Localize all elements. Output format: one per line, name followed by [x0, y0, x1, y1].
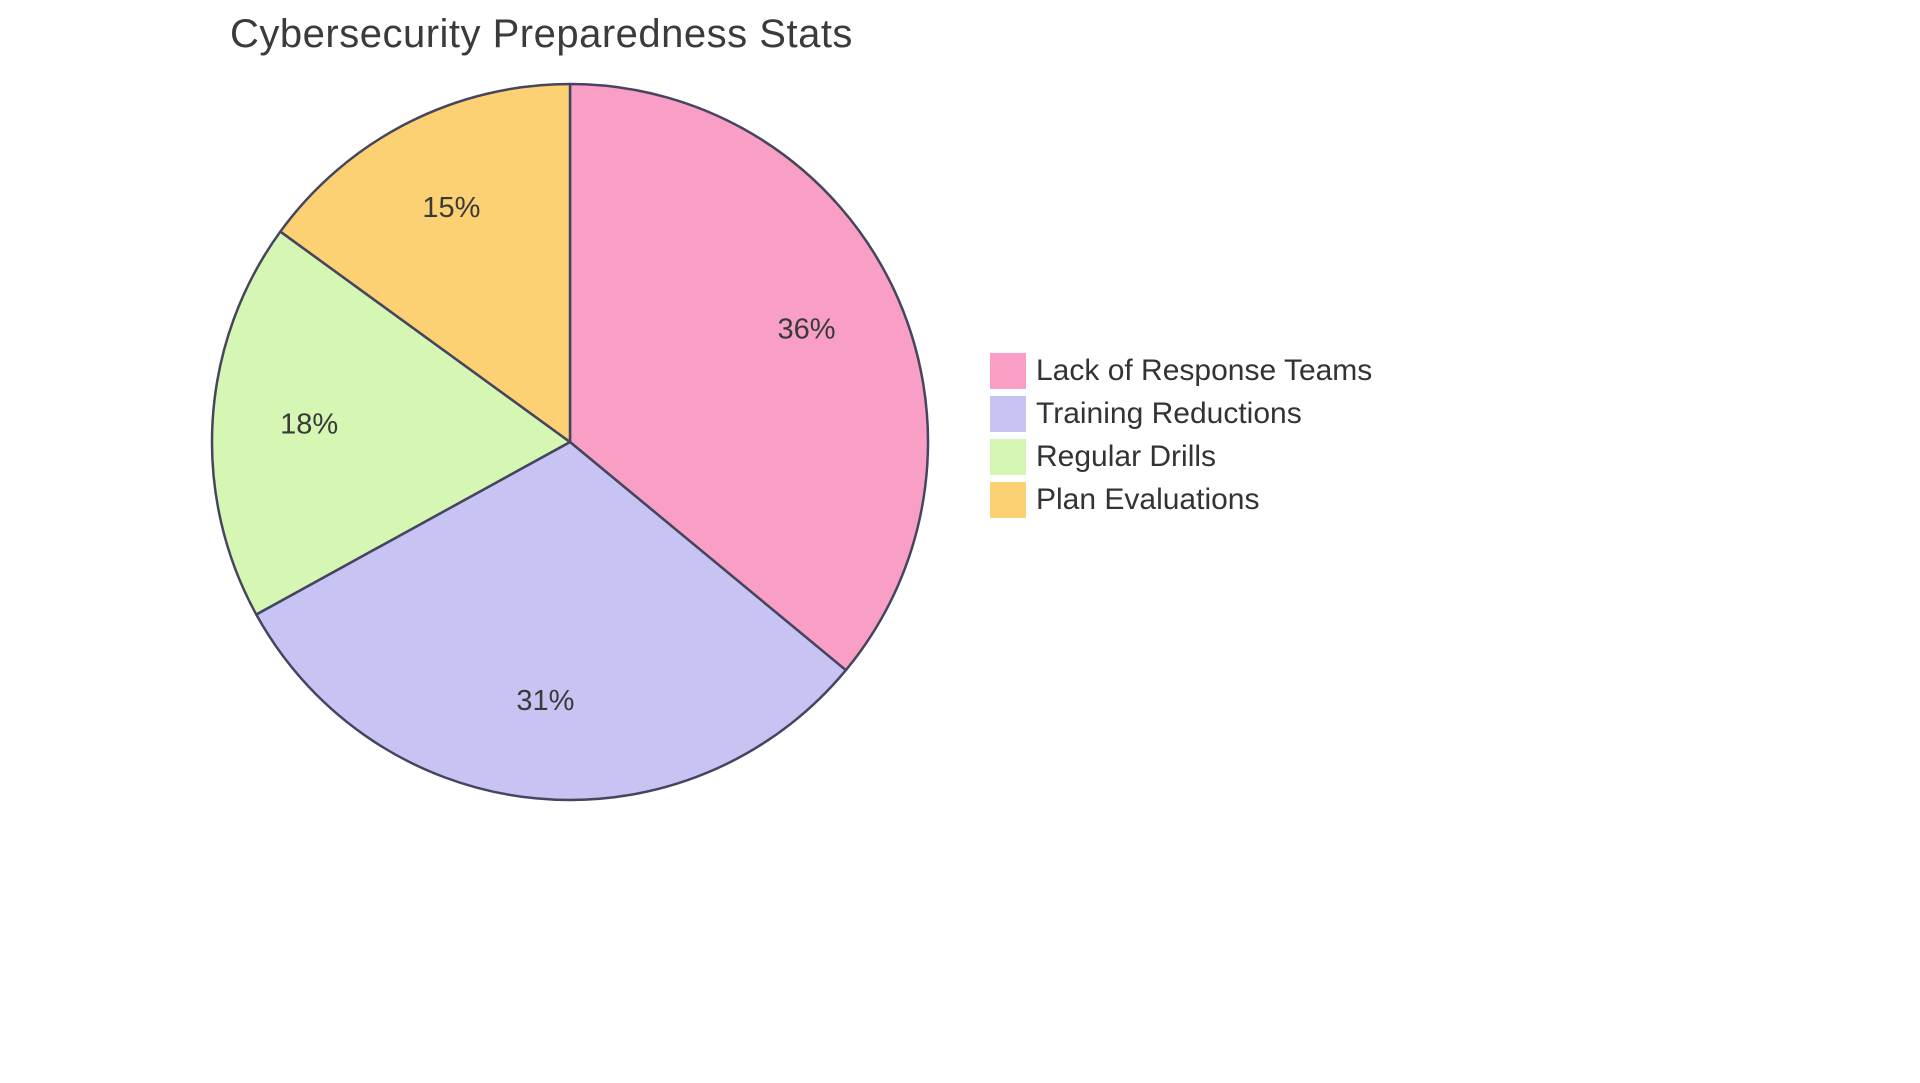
legend-swatch-training-reductions: [990, 396, 1026, 432]
legend-label: Regular Drills: [1036, 440, 1217, 473]
legend-swatch-lack-of-response-teams: [990, 353, 1026, 389]
legend-item: Regular Drills: [990, 439, 1372, 475]
slice-label: 36%: [777, 313, 835, 345]
legend-swatch-regular-drills: [990, 439, 1026, 475]
legend: Lack of Response Teams Training Reductio…: [990, 353, 1372, 518]
slice-label: 15%: [422, 192, 480, 224]
pie-slice-lack-of-response-teams: [568, 82, 930, 672]
legend-item: Training Reductions: [990, 396, 1372, 432]
legend-label: Plan Evaluations: [1036, 483, 1260, 516]
legend-item: Plan Evaluations: [990, 482, 1372, 518]
legend-swatch-plan-evaluations: [990, 482, 1026, 518]
legend-label: Lack of Response Teams: [1036, 354, 1373, 387]
slice-label: 18%: [280, 408, 338, 440]
chart-title: Cybersecurity Preparedness Stats: [230, 12, 853, 56]
pie-slice-training-reductions: [255, 440, 848, 802]
slice-label: 31%: [516, 685, 574, 717]
legend-item: Lack of Response Teams: [990, 353, 1372, 389]
pie-slice-plan-evaluations: [279, 82, 572, 444]
pie-slice-regular-drills: [210, 230, 572, 616]
legend-label: Training Reductions: [1036, 397, 1302, 430]
